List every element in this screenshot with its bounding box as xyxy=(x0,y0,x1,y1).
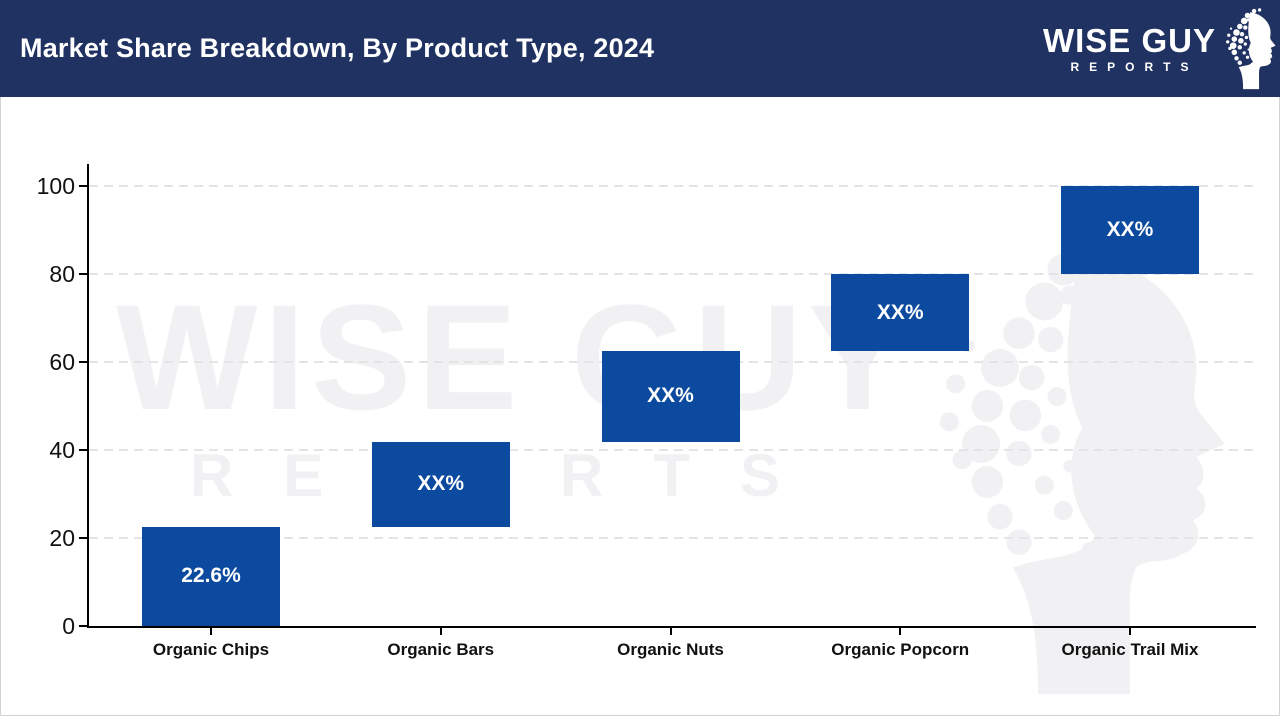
x-tick-2 xyxy=(669,628,672,635)
header-bar: Market Share Breakdown, By Product Type,… xyxy=(0,0,1280,97)
bar-organic-trail-mix: XX% xyxy=(1061,186,1199,275)
x-axis-line xyxy=(87,626,1256,628)
y-tick-label-60: 60 xyxy=(49,349,75,375)
gridline-y-100 xyxy=(89,185,1256,187)
x-tick-label-0: Organic Chips xyxy=(152,640,270,659)
gridline-y-80 xyxy=(89,273,1256,275)
y-tick-20 xyxy=(79,537,87,539)
logo-wiseguy-text: WISE GUY xyxy=(1042,22,1216,59)
bar-organic-nuts: XX% xyxy=(601,351,740,442)
y-tick-0 xyxy=(79,625,87,627)
x-tick-3 xyxy=(899,628,902,635)
bar-value-label: XX% xyxy=(417,472,465,496)
bar-value-label: XX% xyxy=(647,384,694,408)
x-tick-1 xyxy=(439,628,442,635)
bar-value-label: XX% xyxy=(1106,218,1154,242)
gridline-y-20 xyxy=(89,537,1256,539)
y-tick-label-80: 80 xyxy=(49,261,75,287)
x-tick-4 xyxy=(1129,628,1131,635)
y-tick-80 xyxy=(79,273,87,275)
x-tick-0 xyxy=(210,628,212,635)
y-tick-label-0: 0 xyxy=(62,613,75,639)
x-tick-label-4: Organic Trail Mix xyxy=(1061,640,1199,659)
y-tick-label-40: 40 xyxy=(49,437,75,463)
y-axis-line xyxy=(87,164,89,628)
y-tick-100 xyxy=(79,185,87,187)
bar-organic-chips: 22.6% xyxy=(142,526,280,626)
y-tick-label-100: 100 xyxy=(36,173,75,199)
x-tick-label-3: Organic Popcorn xyxy=(831,640,970,659)
x-tick-label-1: Organic Bars xyxy=(387,640,495,659)
bar-value-label: 22.6% xyxy=(181,564,241,588)
page-title: Market Share Breakdown, By Product Type,… xyxy=(20,33,655,63)
x-tick-label-2: Organic Nuts xyxy=(617,640,724,659)
waterfall-chart: 0 20 40 60 80 100 Organic Chips Organic Bars Org… xyxy=(0,97,1280,720)
y-tick-label-20: 20 xyxy=(49,525,75,551)
gridline-y-40 xyxy=(89,449,1256,451)
y-tick-60 xyxy=(79,361,87,363)
bar-organic-bars: XX% xyxy=(371,441,510,527)
wise-guy-logo: WISE GUY REPORTS xyxy=(1043,0,1280,97)
y-tick-40 xyxy=(79,449,87,451)
logo-text: WISE GUY REPORTS xyxy=(1043,24,1216,73)
logo-reports-text: REPORTS xyxy=(1070,60,1199,74)
bar-value-label: XX% xyxy=(876,300,924,324)
watermark-reports-text: REPORTS xyxy=(190,442,831,509)
watermark-wiseguy-text: WISE GUY xyxy=(116,273,915,441)
bar-organic-popcorn: XX% xyxy=(831,274,970,351)
logo-head-icon xyxy=(1226,7,1276,89)
